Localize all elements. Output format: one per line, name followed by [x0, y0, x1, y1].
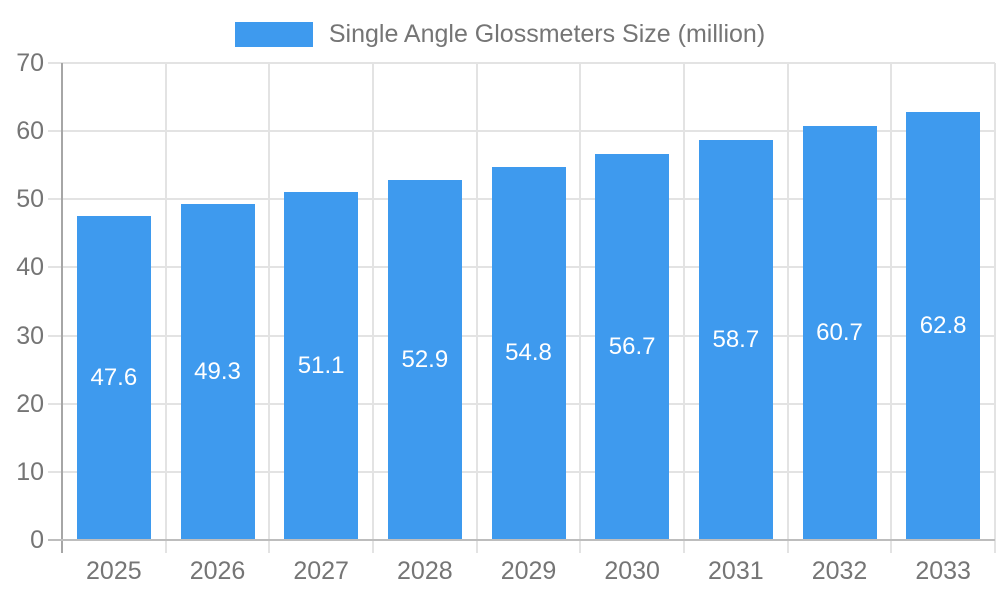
legend-label: Single Angle Glossmeters Size (million)	[328, 20, 766, 48]
x-axis-label: 2031	[708, 557, 764, 585]
bar	[491, 166, 566, 540]
x-gridline	[579, 63, 582, 553]
x-gridline	[890, 63, 893, 553]
x-gridline	[268, 63, 271, 553]
bar	[284, 191, 359, 540]
x-gridline	[475, 63, 478, 553]
bar-value-label: 51.1	[297, 351, 345, 379]
y-axis-label: 10	[16, 457, 44, 486]
y-axis-label: 0	[30, 526, 44, 554]
x-gridline	[372, 63, 374, 553]
x-axis-label: 2032	[811, 557, 868, 585]
y-axis-line	[61, 63, 63, 553]
y-axis-label: 70	[16, 49, 44, 77]
bar	[387, 179, 462, 540]
y-gridline	[48, 130, 995, 133]
bar-value-label: 54.8	[505, 339, 552, 367]
bar	[76, 215, 151, 540]
bar	[906, 112, 981, 540]
bar-value-label: 56.7	[608, 332, 656, 360]
x-gridline	[164, 63, 167, 553]
bar	[180, 204, 255, 540]
bar	[595, 153, 670, 540]
x-axis-label: 2026	[189, 557, 246, 585]
y-axis-label: 50	[16, 185, 44, 214]
plot-area: 47.6 49.3 51.1 52.9 54.8 56.7 58.7 60.7 62.8	[48, 62, 996, 553]
legend-swatch	[234, 22, 313, 47]
x-axis-label: 2033	[915, 557, 971, 585]
chart-legend: Single Angle Glossmeters Size (million)	[0, 20, 1000, 49]
y-axis-label: 60	[16, 117, 44, 146]
bar-value-label: 49.3	[194, 358, 241, 386]
x-gridline	[786, 63, 789, 553]
bar-value-label: 52.9	[401, 345, 449, 373]
bar-value-label: 47.6	[90, 363, 138, 391]
bar-value-label: 58.7	[712, 326, 760, 353]
x-axis-label: 2030	[604, 557, 660, 585]
bar	[698, 140, 773, 540]
x-axis-baseline	[48, 539, 995, 541]
y-gridline	[48, 62, 995, 64]
x-axis-label: 2028	[397, 557, 453, 585]
y-axis-label: 20	[16, 389, 44, 418]
y-axis-label: 30	[16, 321, 44, 350]
bar-value-label: 62.8	[919, 312, 967, 340]
x-gridline	[994, 63, 996, 553]
bar-value-label: 60.7	[816, 319, 863, 347]
x-gridline	[683, 63, 685, 553]
x-axis-label: 2025	[86, 557, 142, 585]
x-axis-label: 2029	[500, 557, 557, 585]
x-axis-label: 2027	[293, 557, 349, 585]
y-axis-label: 40	[16, 253, 44, 282]
bar	[802, 126, 877, 540]
